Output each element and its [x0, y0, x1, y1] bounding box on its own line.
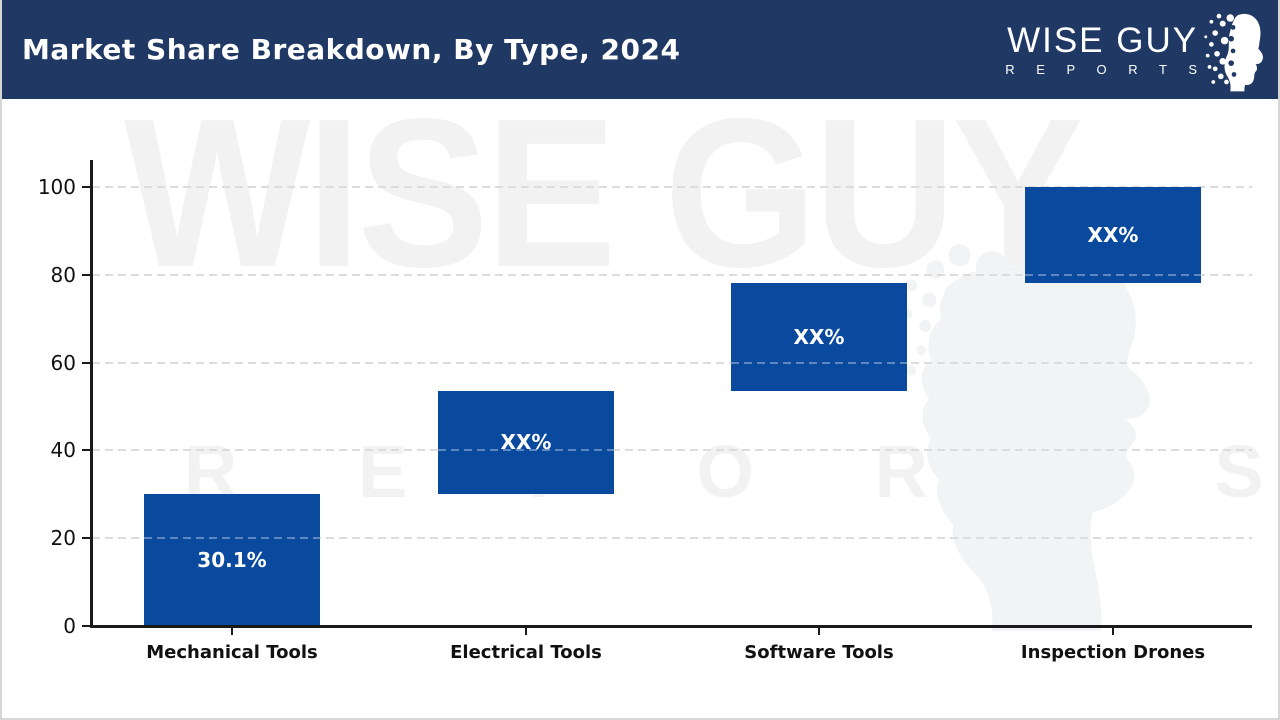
- gridline-overlay: [438, 449, 614, 452]
- watermark-wordmark: WISE GUY: [124, 74, 1084, 311]
- bar: [144, 493, 320, 626]
- brand-logo: WISE GUY R E P O R T S: [999, 8, 1266, 92]
- logo-wordmark-block: WISE GUY R E P O R T S: [999, 23, 1206, 77]
- logo-subtext: R E P O R T S: [1005, 61, 1206, 77]
- y-tick-mark: [82, 449, 90, 452]
- chart-title: Market Share Breakdown, By Type, 2024: [22, 33, 681, 66]
- y-tick-mark: [82, 186, 90, 188]
- y-tick-label: 100: [37, 175, 76, 199]
- bar-value-label: XX%: [1087, 223, 1139, 248]
- bar-value-label: 30.1%: [197, 547, 267, 572]
- gridline: [92, 537, 1252, 540]
- bar-value-label: XX%: [500, 430, 552, 455]
- category-label: Inspection Drones: [1020, 642, 1206, 663]
- y-tick-mark: [82, 537, 90, 540]
- category-label: Electrical Tools: [450, 642, 602, 663]
- gridline-overlay: [144, 537, 320, 540]
- y-tick-label: 60: [50, 350, 76, 375]
- y-tick-mark: [82, 273, 90, 276]
- y-tick-label: 40: [50, 438, 76, 463]
- gridline: [92, 449, 1252, 452]
- x-tick-mark: [818, 627, 820, 635]
- bar: [438, 391, 614, 494]
- category-label: Software Tools: [744, 642, 894, 663]
- x-tick-mark: [231, 627, 233, 635]
- category-label: Mechanical Tools: [146, 642, 318, 663]
- gridline-overlay: [1025, 273, 1201, 276]
- logo-wordmark: WISE GUY: [1007, 20, 1199, 60]
- y-tick-mark: [82, 625, 90, 627]
- gridline-overlay: [731, 361, 907, 364]
- header-bar: Market Share Breakdown, By Type, 2024 WI…: [2, 0, 1278, 99]
- gridline: [92, 186, 1252, 188]
- y-axis-line: [90, 160, 93, 628]
- gridline: [92, 361, 1252, 364]
- y-tick-label: 80: [50, 262, 76, 287]
- gridline: [92, 273, 1252, 276]
- y-tick-mark: [82, 361, 90, 364]
- logo-head-icon: [1204, 13, 1263, 91]
- bar: [1025, 187, 1201, 284]
- bar-value-label: XX%: [793, 325, 845, 350]
- chart-area: WISE GUY R E P O R T S 30.1% XX% XX% XX% 0 20…: [2, 74, 1278, 718]
- y-tick-label: 20: [50, 526, 76, 551]
- x-axis-line: [90, 625, 1252, 628]
- y-tick-label: 0: [63, 614, 76, 638]
- bar: [731, 283, 907, 392]
- x-tick-mark: [525, 627, 527, 635]
- x-tick-mark: [1112, 627, 1114, 635]
